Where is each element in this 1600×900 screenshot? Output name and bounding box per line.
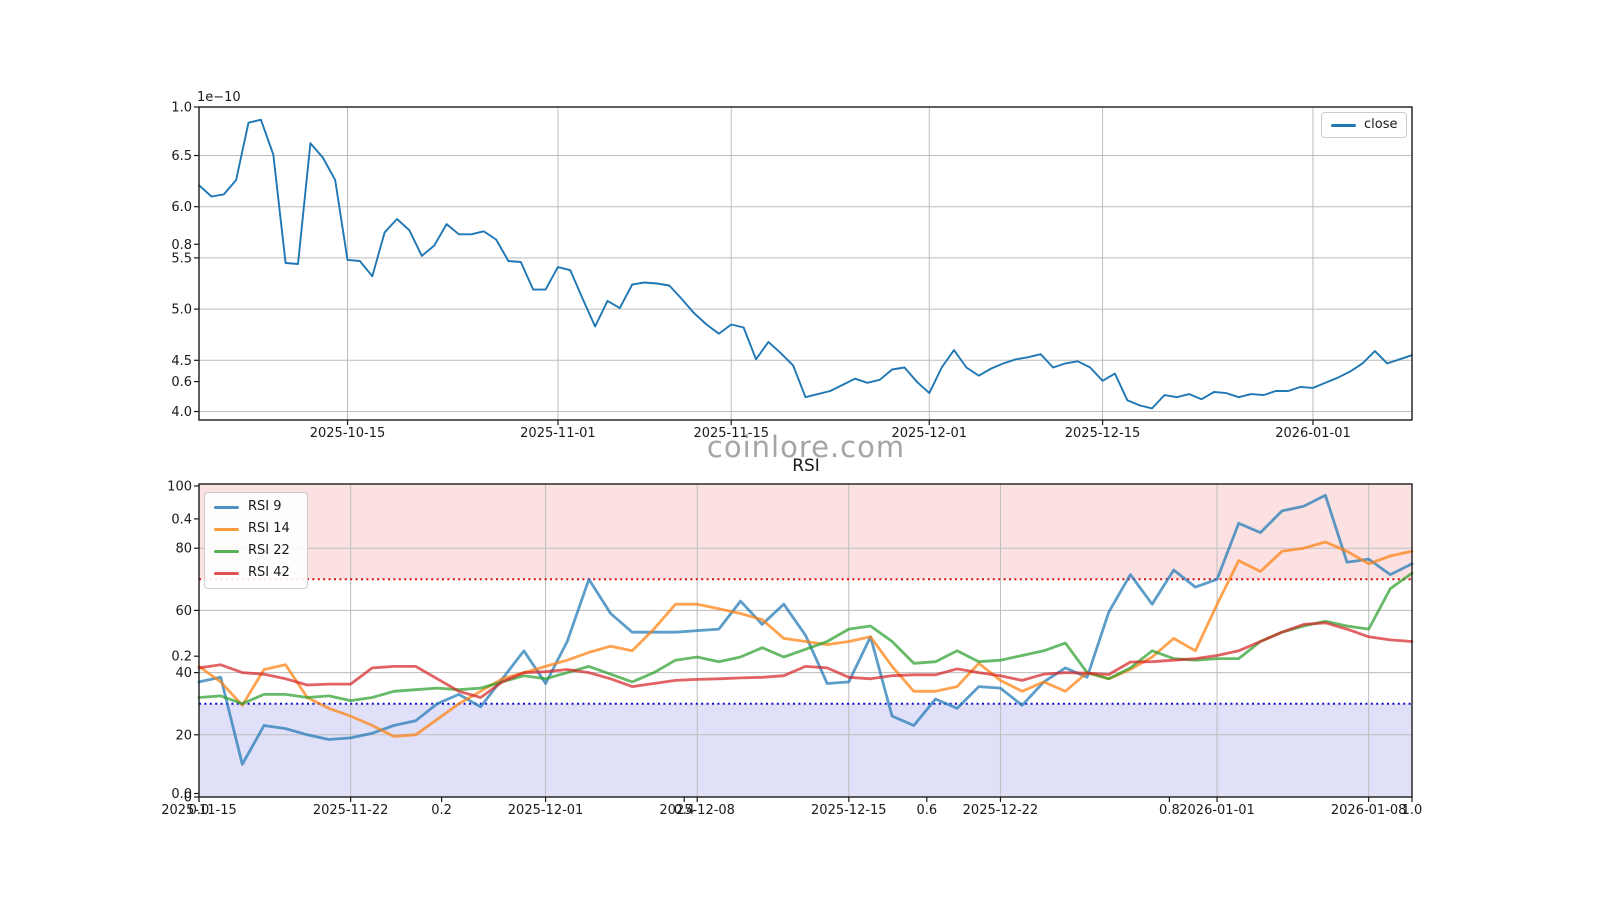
- rsi42-line-swatch: [214, 571, 239, 575]
- svg-text:0.4: 0.4: [674, 803, 695, 818]
- svg-text:0.6: 0.6: [916, 803, 937, 818]
- svg-text:1.0: 1.0: [1402, 803, 1423, 818]
- svg-text:20: 20: [175, 728, 192, 743]
- legend-rsi14-label: RSI 14: [248, 521, 290, 536]
- svg-text:2026-01-01: 2026-01-01: [1275, 426, 1351, 441]
- watermark: coinlore.com: [706, 430, 906, 464]
- svg-text:2025-11-15: 2025-11-15: [161, 803, 237, 818]
- rsi22-line-swatch: [214, 549, 239, 553]
- rsi-section-title: RSI: [792, 456, 820, 476]
- svg-text:2025-10-15: 2025-10-15: [310, 426, 386, 441]
- svg-text:0.2: 0.2: [431, 803, 452, 818]
- legend-rsi42-label: RSI 42: [248, 565, 290, 580]
- legend-row-rsi42: RSI 42: [214, 566, 297, 580]
- svg-text:2025-12-22: 2025-12-22: [963, 803, 1039, 818]
- legend-row-rsi22: RSI 22: [214, 544, 297, 558]
- legend-close-label: close: [1364, 117, 1398, 132]
- svg-text:0.2: 0.2: [171, 650, 192, 665]
- svg-text:0.0: 0.0: [189, 803, 210, 818]
- rsi9-line-swatch: [214, 505, 239, 509]
- svg-text:100: 100: [167, 480, 192, 495]
- svg-text:0.8: 0.8: [171, 238, 192, 253]
- legend-row-rsi9: RSI 9: [214, 500, 297, 514]
- svg-text:80: 80: [175, 542, 192, 557]
- svg-text:6.5: 6.5: [171, 149, 192, 164]
- svg-text:5.5: 5.5: [171, 251, 192, 266]
- svg-text:0: 0: [184, 791, 192, 806]
- svg-text:1.0: 1.0: [171, 101, 192, 116]
- svg-text:2025-12-15: 2025-12-15: [1065, 426, 1141, 441]
- legend-rsi: RSI 9 RSI 14 RSI 22 RSI 42: [204, 492, 308, 589]
- svg-text:4.0: 4.0: [171, 405, 192, 420]
- rsi14-line-swatch: [214, 527, 239, 531]
- svg-text:0.4: 0.4: [171, 512, 192, 527]
- close-line-swatch: [1331, 123, 1356, 127]
- svg-text:1e−10: 1e−10: [197, 90, 241, 105]
- svg-text:2025-11-01: 2025-11-01: [520, 426, 596, 441]
- svg-text:0.8: 0.8: [1159, 803, 1180, 818]
- svg-text:2025-12-15: 2025-12-15: [811, 803, 887, 818]
- svg-text:0.6: 0.6: [171, 375, 192, 390]
- svg-text:4.5: 4.5: [171, 354, 192, 369]
- legend-row-rsi14: RSI 14: [214, 522, 297, 536]
- svg-text:2025-12-08: 2025-12-08: [659, 803, 735, 818]
- svg-text:2025-11-15: 2025-11-15: [693, 426, 769, 441]
- svg-text:0.0: 0.0: [171, 787, 192, 802]
- legend-rsi9-label: RSI 9: [248, 499, 282, 514]
- svg-text:6.0: 6.0: [171, 200, 192, 215]
- legend-rsi22-label: RSI 22: [248, 543, 290, 558]
- svg-text:2025-12-01: 2025-12-01: [508, 803, 584, 818]
- svg-text:5.0: 5.0: [171, 303, 192, 318]
- legend-close: close: [1321, 112, 1407, 138]
- svg-text:2025-11-22: 2025-11-22: [313, 803, 389, 818]
- svg-text:60: 60: [175, 604, 192, 619]
- svg-text:2026-01-08: 2026-01-08: [1331, 803, 1407, 818]
- svg-text:2026-01-01: 2026-01-01: [1179, 803, 1255, 818]
- svg-text:2025-12-01: 2025-12-01: [891, 426, 967, 441]
- svg-text:40: 40: [175, 666, 192, 681]
